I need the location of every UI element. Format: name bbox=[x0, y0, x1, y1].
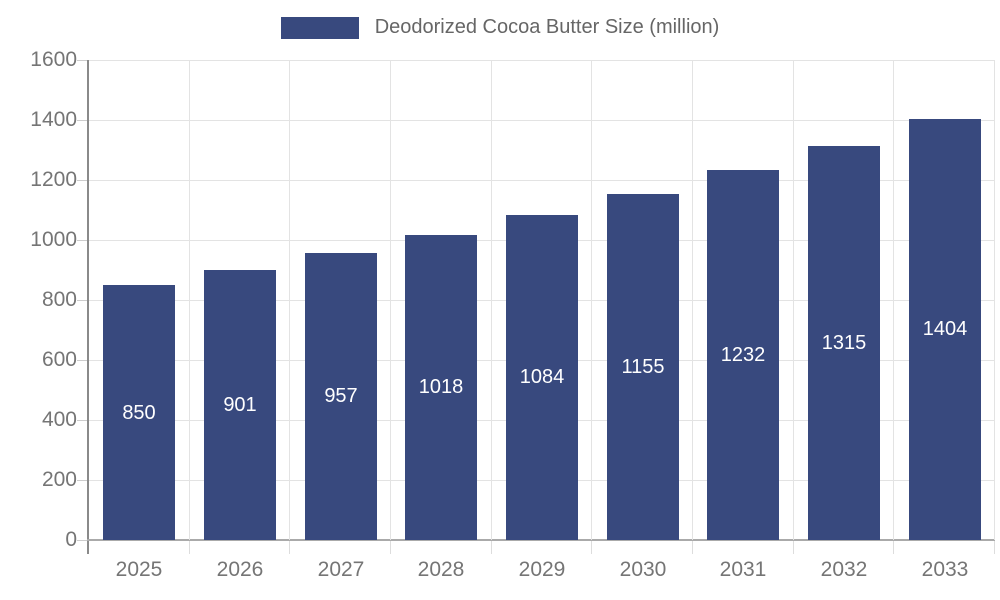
y-axis-tick-label: 1000 bbox=[30, 228, 77, 251]
x-axis-tick bbox=[994, 541, 995, 554]
x-gridline bbox=[490, 60, 492, 540]
bar-value-label: 1155 bbox=[621, 356, 665, 378]
x-axis-tick-label: 2032 bbox=[820, 558, 868, 581]
bar-value-label: 957 bbox=[324, 385, 358, 407]
y-axis-tick-label: 1600 bbox=[30, 48, 77, 71]
bar bbox=[909, 118, 981, 540]
y-axis-tick-label: 600 bbox=[41, 348, 77, 371]
bar-value-label: 1232 bbox=[720, 344, 766, 366]
bar-value-label: 1018 bbox=[418, 376, 464, 398]
x-axis-tick bbox=[792, 541, 794, 554]
y-axis-tick-label: 1200 bbox=[30, 168, 77, 191]
legend[interactable]: Deodorized Cocoa Butter Size (million) bbox=[0, 16, 1000, 39]
y-axis-tick bbox=[77, 420, 87, 421]
bar bbox=[707, 170, 779, 540]
x-axis-tick bbox=[289, 541, 291, 554]
y-axis-tick bbox=[77, 300, 87, 301]
x-gridline bbox=[994, 60, 995, 540]
y-gridline bbox=[89, 180, 995, 181]
x-gridline bbox=[591, 60, 593, 540]
x-axis-tick-label: 2026 bbox=[216, 558, 264, 581]
x-axis-tick bbox=[692, 541, 693, 554]
y-axis-tick-label: 400 bbox=[41, 408, 77, 431]
y-axis-tick-label: 1400 bbox=[30, 108, 77, 131]
bar bbox=[808, 145, 880, 540]
bar bbox=[305, 252, 377, 540]
y-gridline bbox=[89, 60, 995, 61]
bar-value-label: 1084 bbox=[519, 366, 565, 388]
y-axis-tick-label: 800 bbox=[41, 288, 77, 311]
x-axis-tick-label: 2027 bbox=[317, 558, 365, 581]
x-axis-tick bbox=[893, 541, 895, 554]
x-axis-tick bbox=[490, 541, 492, 554]
y-axis-line bbox=[87, 60, 89, 554]
x-axis-tick-label: 2029 bbox=[518, 558, 566, 581]
legend-swatch bbox=[280, 16, 359, 39]
bar bbox=[405, 234, 477, 540]
y-gridline bbox=[89, 120, 995, 121]
y-axis-tick-label: 200 bbox=[41, 468, 77, 491]
x-axis-tick bbox=[591, 541, 593, 554]
y-axis-tick bbox=[77, 120, 87, 121]
y-axis-tick bbox=[77, 480, 87, 481]
bar bbox=[204, 269, 276, 540]
x-gridline bbox=[390, 60, 391, 540]
x-gridline bbox=[692, 60, 693, 540]
bar-value-label: 850 bbox=[122, 402, 156, 424]
x-axis-tick-label: 2031 bbox=[719, 558, 767, 581]
x-axis-tick bbox=[188, 541, 190, 554]
x-axis-line bbox=[87, 539, 995, 541]
plot-area: 850 901 957 1018 1084 1155 1232 1315 1404 bbox=[89, 60, 995, 540]
bar-value-label: 1315 bbox=[821, 332, 867, 354]
x-axis-tick-label: 2030 bbox=[619, 558, 667, 581]
bar-value-label: 1404 bbox=[922, 318, 968, 340]
x-axis-tick bbox=[390, 541, 391, 554]
x-axis-tick-label: 2025 bbox=[115, 558, 163, 581]
legend-label: Deodorized Cocoa Butter Size (million) bbox=[374, 16, 720, 38]
bar bbox=[607, 193, 679, 540]
bar-value-label: 901 bbox=[223, 394, 257, 416]
y-axis-tick bbox=[77, 360, 87, 361]
y-axis-tick bbox=[77, 540, 87, 541]
y-axis-tick-label: 0 bbox=[65, 528, 77, 551]
x-gridline bbox=[792, 60, 794, 540]
y-axis-tick bbox=[77, 60, 87, 61]
x-gridline bbox=[289, 60, 291, 540]
x-gridline bbox=[893, 60, 895, 540]
y-axis-tick bbox=[77, 180, 87, 181]
x-axis-tick-label: 2028 bbox=[417, 558, 465, 581]
bar bbox=[103, 285, 175, 540]
x-axis-tick-label: 2033 bbox=[921, 558, 969, 581]
bar bbox=[506, 214, 578, 540]
y-axis-tick bbox=[77, 240, 87, 241]
x-gridline bbox=[188, 60, 190, 540]
